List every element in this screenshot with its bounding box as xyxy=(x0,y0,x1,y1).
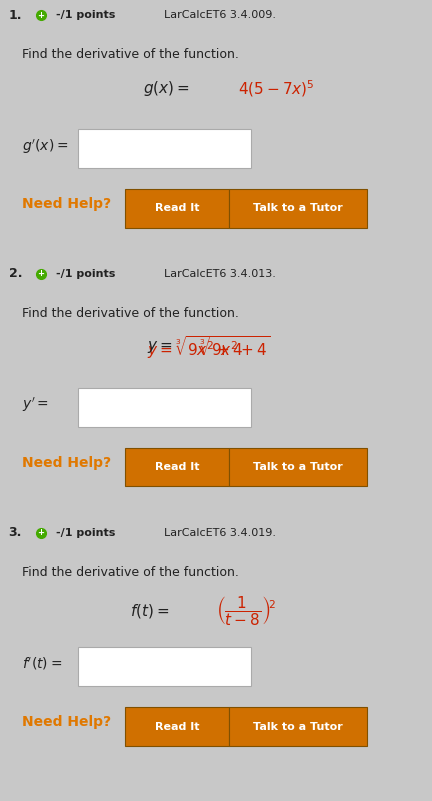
Text: Find the derivative of the function.: Find the derivative of the function. xyxy=(22,307,238,320)
Text: 1.: 1. xyxy=(9,9,22,22)
Text: 2.: 2. xyxy=(9,268,22,280)
Text: -/1 points: -/1 points xyxy=(56,269,115,279)
Text: Find the derivative of the function.: Find the derivative of the function. xyxy=(22,48,238,61)
FancyBboxPatch shape xyxy=(125,189,229,227)
Text: Need Help?: Need Help? xyxy=(22,456,111,470)
Text: $y = \sqrt[3]{9x^2+4}$: $y = \sqrt[3]{9x^2+4}$ xyxy=(147,334,246,361)
Text: Read It: Read It xyxy=(155,722,200,731)
Text: $y' =$: $y' =$ xyxy=(22,396,49,414)
FancyBboxPatch shape xyxy=(125,448,229,486)
Text: Find the derivative of the function.: Find the derivative of the function. xyxy=(22,566,238,578)
Text: $\sqrt[3]{9x^2+4}$: $\sqrt[3]{9x^2+4}$ xyxy=(199,336,270,360)
Text: +: + xyxy=(38,528,44,537)
Text: $f'(t) =$: $f'(t) =$ xyxy=(22,656,62,673)
Text: +: + xyxy=(38,10,44,20)
Text: $\left(\dfrac{1}{t-8}\right)^{\!2}$: $\left(\dfrac{1}{t-8}\right)^{\!2}$ xyxy=(216,594,276,627)
FancyBboxPatch shape xyxy=(229,448,367,486)
FancyBboxPatch shape xyxy=(78,388,251,427)
Text: 3.: 3. xyxy=(9,526,22,539)
FancyBboxPatch shape xyxy=(78,129,251,168)
FancyBboxPatch shape xyxy=(229,707,367,746)
Text: Talk to a Tutor: Talk to a Tutor xyxy=(253,462,343,473)
Text: LarCalcET6 3.4.019.: LarCalcET6 3.4.019. xyxy=(164,528,276,537)
Text: LarCalcET6 3.4.009.: LarCalcET6 3.4.009. xyxy=(164,10,276,20)
Text: $y = $: $y = $ xyxy=(147,340,172,356)
Text: LarCalcET6 3.4.013.: LarCalcET6 3.4.013. xyxy=(164,269,276,279)
Text: $4(5-7x)^5$: $4(5-7x)^5$ xyxy=(238,78,314,99)
Text: Need Help?: Need Help? xyxy=(22,197,111,211)
Text: Talk to a Tutor: Talk to a Tutor xyxy=(253,203,343,214)
Text: $f(t) = $: $f(t) = $ xyxy=(130,602,169,620)
Text: Need Help?: Need Help? xyxy=(22,715,111,729)
Text: -/1 points: -/1 points xyxy=(56,528,115,537)
Text: $g'(x) =$: $g'(x) =$ xyxy=(22,137,68,155)
Text: Read It: Read It xyxy=(155,203,200,214)
Text: $g(x) = $: $g(x) = $ xyxy=(143,79,189,99)
FancyBboxPatch shape xyxy=(78,647,251,686)
FancyBboxPatch shape xyxy=(229,189,367,227)
Text: -/1 points: -/1 points xyxy=(56,10,115,20)
Text: Talk to a Tutor: Talk to a Tutor xyxy=(253,722,343,731)
Text: +: + xyxy=(38,269,44,279)
Text: Read It: Read It xyxy=(155,462,200,473)
FancyBboxPatch shape xyxy=(125,707,229,746)
